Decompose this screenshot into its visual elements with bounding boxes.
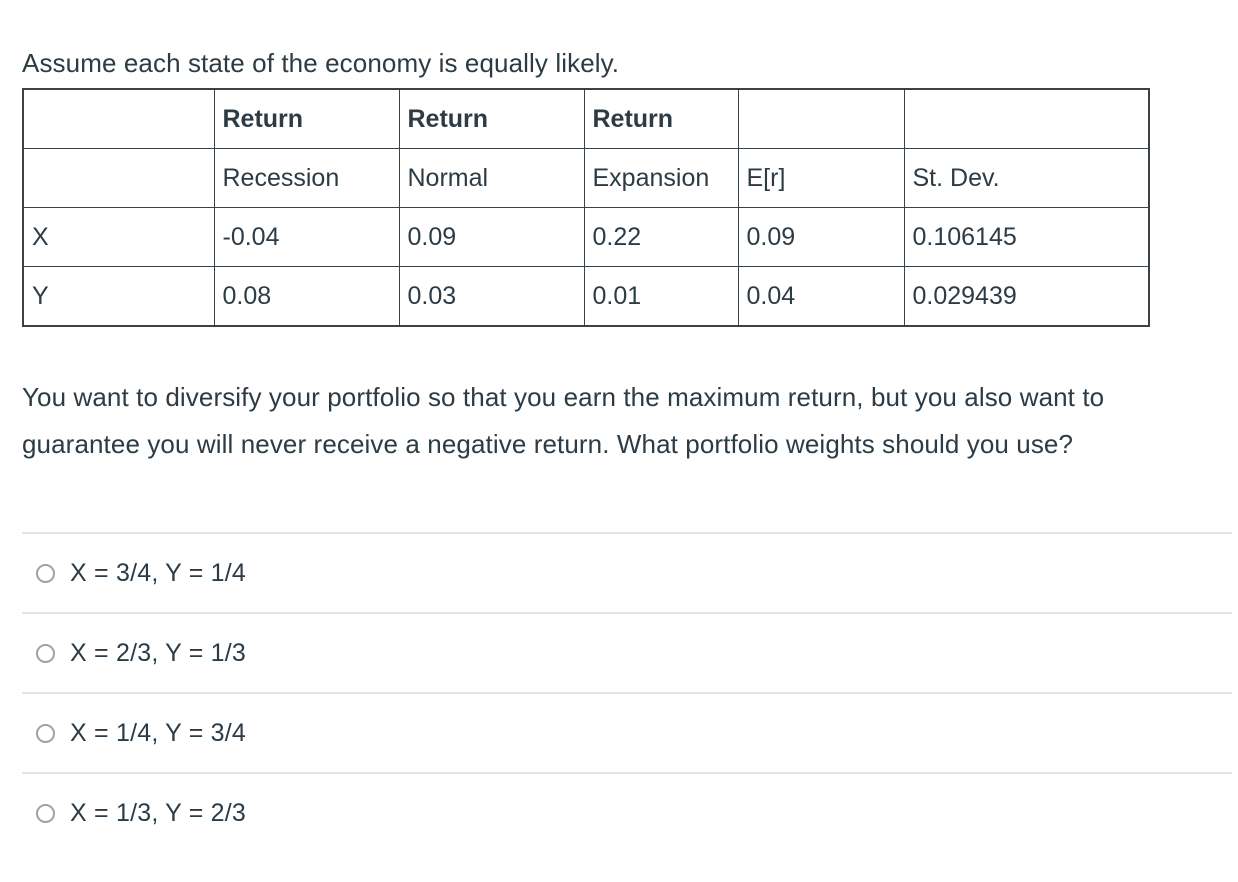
intro-statement: Assume each state of the economy is equa… [22, 48, 620, 78]
cell-y-expected-return: 0.04 [737, 266, 905, 327]
row-label-x: X [22, 207, 215, 267]
radio-button-icon[interactable] [36, 803, 55, 823]
answer-option-4[interactable]: X = 1/3, Y = 2/3 [22, 772, 1232, 852]
header-top-blank [22, 88, 215, 149]
header-top-recession: Return [213, 88, 400, 149]
row-label-y: Y [22, 266, 215, 327]
header-top-expansion: Return [583, 88, 739, 149]
cell-y-std-dev: 0.029439 [903, 266, 1150, 327]
cell-y-expansion: 0.01 [583, 266, 739, 327]
answer-option-label: X = 1/4, Y = 3/4 [70, 719, 247, 747]
header-top-normal: Return [398, 88, 585, 149]
returns-table-container: Return Return Return Recession Normal Ex… [22, 88, 1150, 327]
radio-button-icon[interactable] [36, 563, 55, 583]
answer-option-3[interactable]: X = 1/4, Y = 3/4 [22, 692, 1232, 772]
header-sub-recession: Recession [213, 148, 400, 208]
radio-button-icon[interactable] [36, 643, 55, 663]
answer-option-1[interactable]: X = 3/4, Y = 1/4 [22, 532, 1232, 612]
table-header-row-top: Return Return Return [22, 88, 1150, 149]
cell-x-expected-return: 0.09 [737, 207, 905, 267]
table-row: Y 0.08 0.03 0.01 0.04 0.029439 [22, 266, 1150, 327]
header-sub-expected-return: E[r] [737, 148, 905, 208]
header-sub-std-dev: St. Dev. [903, 148, 1150, 208]
cell-y-normal: 0.03 [398, 266, 585, 327]
header-sub-expansion: Expansion [583, 148, 739, 208]
header-sub-normal: Normal [398, 148, 585, 208]
answer-options-list: X = 3/4, Y = 1/4 X = 2/3, Y = 1/3 X = 1/… [22, 532, 1232, 852]
header-top-expected-return [737, 88, 905, 149]
question-prompt: You want to diversify your portfolio so … [22, 382, 1105, 459]
cell-y-recession: 0.08 [213, 266, 400, 327]
cell-x-normal: 0.09 [398, 207, 585, 267]
answer-option-label: X = 1/3, Y = 2/3 [70, 799, 247, 827]
answer-option-label: X = 2/3, Y = 1/3 [70, 639, 247, 667]
cell-x-recession: -0.04 [213, 207, 400, 267]
table-row: X -0.04 0.09 0.22 0.09 0.106145 [22, 207, 1150, 267]
answer-option-label: X = 3/4, Y = 1/4 [70, 559, 247, 587]
cell-x-std-dev: 0.106145 [903, 207, 1150, 267]
table-header-row-sub: Recession Normal Expansion E[r] St. Dev. [22, 148, 1150, 208]
radio-button-icon[interactable] [36, 723, 55, 743]
returns-table: Return Return Return Recession Normal Ex… [22, 88, 1150, 327]
header-sub-blank [22, 148, 215, 208]
cell-x-expansion: 0.22 [583, 207, 739, 267]
answer-option-2[interactable]: X = 2/3, Y = 1/3 [22, 612, 1232, 692]
header-top-std-dev [903, 88, 1150, 149]
